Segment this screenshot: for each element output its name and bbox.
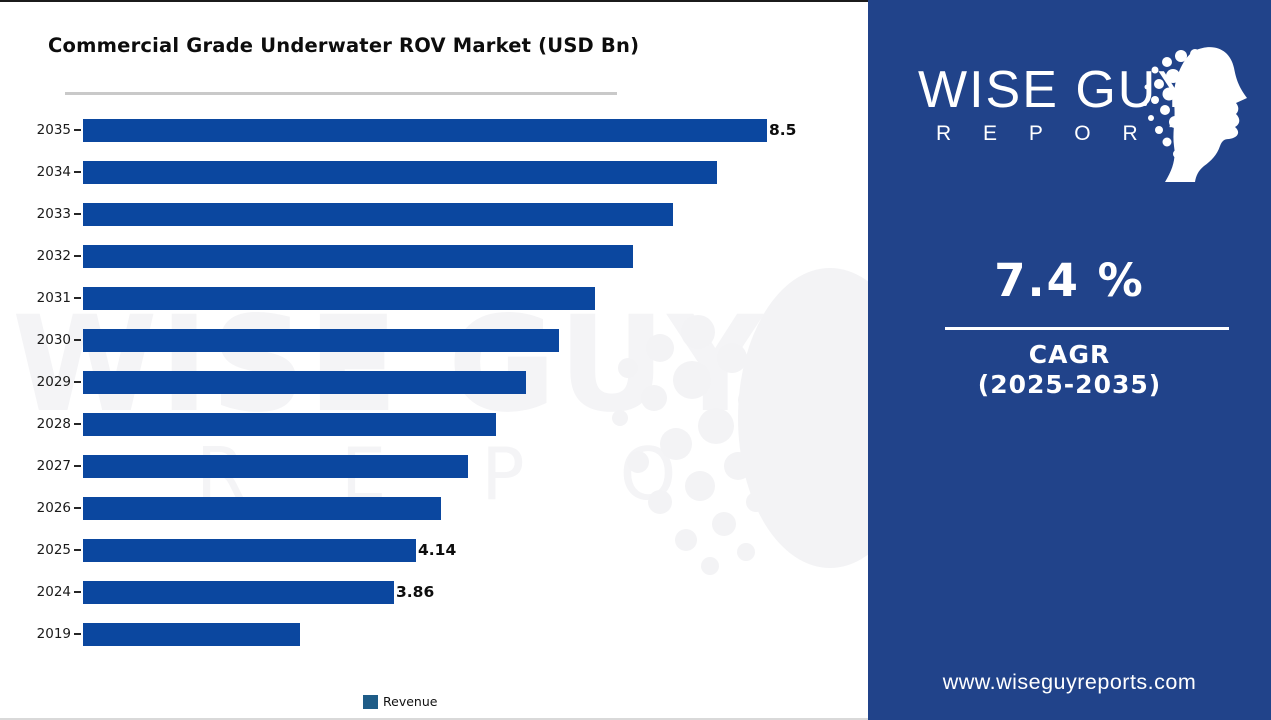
website-url: www.wiseguyreports.com [942, 670, 1197, 694]
bar-row-2026: 2026 [0, 487, 868, 529]
cagr-label: CAGR (2025-2035) [868, 340, 1271, 399]
y-axis-tick-label: 2026 [36, 500, 71, 516]
axis-tick-mark [74, 549, 81, 551]
bar-row-2034: 2034 [0, 151, 868, 193]
bar-row-2035: 2035 8.5 [0, 109, 868, 151]
logo-reports-text: R E P O R T S [936, 122, 1241, 145]
bar-row-2024: 2024 3.86 [0, 571, 868, 613]
revenue-bar [83, 118, 767, 142]
axis-tick-mark [74, 297, 81, 299]
cagr-label-line1: CAGR [1028, 340, 1111, 369]
revenue-bar [83, 580, 394, 604]
y-axis-tick-label: 2029 [36, 374, 71, 390]
face-profile-dots-icon [1143, 47, 1247, 182]
bar-row-2028: 2028 [0, 403, 868, 445]
bar-row-2025: 2025 4.14 [0, 529, 868, 571]
legend-label: Revenue [383, 694, 438, 709]
legend-swatch [363, 694, 378, 709]
axis-tick-mark [74, 171, 81, 173]
bar-row-2027: 2027 [0, 445, 868, 487]
y-axis-tick-label: 2027 [36, 458, 71, 474]
axis-tick-mark [74, 507, 81, 509]
bottom-border [0, 718, 868, 720]
bar-value-label: 4.14 [418, 541, 457, 559]
chart-panel: WISE GUY R E P O R T S Commercial Grade … [0, 0, 868, 720]
axis-tick-mark [74, 255, 81, 257]
revenue-bar [83, 412, 496, 436]
logo-wordmark: WISE GUY [918, 61, 1195, 119]
y-axis-tick-label: 2030 [36, 332, 71, 348]
axis-tick-mark [74, 423, 81, 425]
revenue-bar [83, 622, 300, 646]
y-axis-tick-label: 2035 [36, 122, 71, 138]
bar-chart: 2035 8.5 2034 2033 2032 2031 2030 2029 2028 2027 2… [0, 109, 868, 655]
axis-tick-mark [74, 381, 81, 383]
watermark-face-dots-icon [612, 268, 868, 575]
revenue-bar [83, 202, 673, 226]
revenue-bar [83, 454, 468, 478]
y-axis-tick-label: 2019 [36, 626, 71, 642]
revenue-bar [83, 286, 595, 310]
revenue-bar [83, 328, 559, 352]
axis-tick-mark [74, 339, 81, 341]
axis-tick-mark [74, 129, 81, 131]
cagr-divider [945, 327, 1229, 330]
top-border [0, 0, 868, 2]
chart-legend: Revenue [363, 694, 437, 709]
axis-tick-mark [74, 591, 81, 593]
brand-sidebar: WISE GUY R E P O R T S 7.4 % CAGR (2025-… [868, 0, 1271, 720]
chart-title: Commercial Grade Underwater ROV Market (… [48, 34, 640, 57]
axis-tick-mark [74, 465, 81, 467]
bar-row-2019: 2019 [0, 613, 868, 655]
revenue-bar [83, 244, 633, 268]
revenue-bar [83, 538, 416, 562]
revenue-bar [83, 496, 441, 520]
axis-tick-mark [74, 633, 81, 635]
y-axis-tick-label: 2033 [36, 206, 71, 222]
bar-row-2031: 2031 [0, 277, 868, 319]
title-underline [65, 92, 617, 95]
wise-guy-reports-logo: WISE GUY R E P O R T S [868, 40, 1271, 190]
revenue-bar [83, 370, 526, 394]
bar-value-label: 8.5 [769, 121, 797, 139]
y-axis-tick-label: 2028 [36, 416, 71, 432]
y-axis-tick-label: 2034 [36, 164, 71, 180]
bar-value-label: 3.86 [396, 583, 435, 601]
y-axis-tick-label: 2031 [36, 290, 71, 306]
cagr-value: 7.4 % [994, 254, 1145, 307]
axis-tick-mark [74, 213, 81, 215]
bar-row-2029: 2029 [0, 361, 868, 403]
y-axis-tick-label: 2024 [36, 584, 71, 600]
bar-row-2033: 2033 [0, 193, 868, 235]
cagr-label-line2: (2025-2035) [977, 369, 1162, 399]
y-axis-tick-label: 2032 [36, 248, 71, 264]
bar-row-2032: 2032 [0, 235, 868, 277]
revenue-bar [83, 160, 717, 184]
y-axis-tick-label: 2025 [36, 542, 71, 558]
bar-row-2030: 2030 [0, 319, 868, 361]
